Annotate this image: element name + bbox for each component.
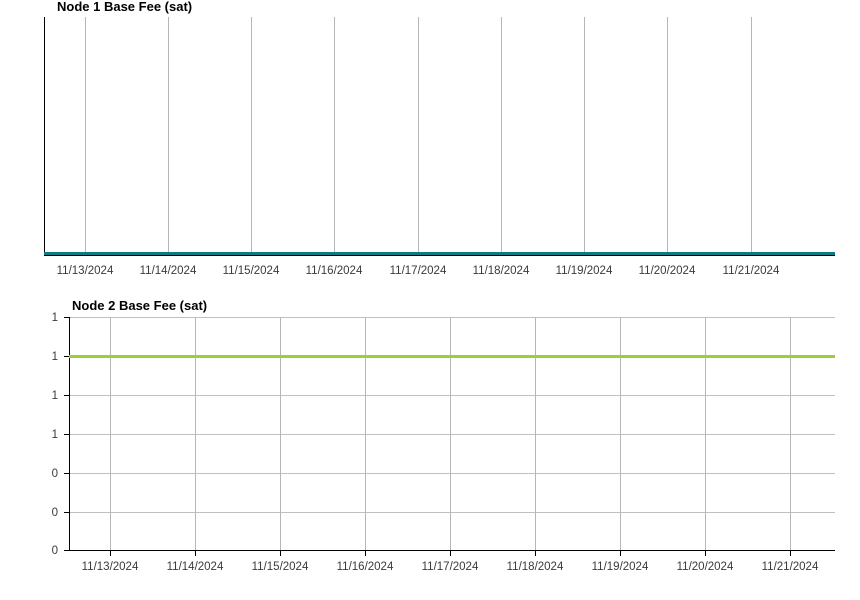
x-tick-label: 11/13/2024 xyxy=(57,265,114,277)
y-tick-label: 1 xyxy=(52,351,58,363)
x-tick-label: 11/13/2024 xyxy=(82,561,139,573)
x-tick-label: 11/16/2024 xyxy=(337,561,394,573)
x-tick-label: 11/19/2024 xyxy=(556,265,613,277)
y-tick-label: 1 xyxy=(52,390,58,402)
y-tick-label: 0 xyxy=(52,545,58,557)
chart-title-node1: Node 1 Base Fee (sat) xyxy=(57,0,193,14)
x-tick-marks-node2 xyxy=(109,550,792,556)
x-tick-label: 11/15/2024 xyxy=(223,265,280,277)
x-tick-label: 11/18/2024 xyxy=(507,561,564,573)
x-tick-label: 11/18/2024 xyxy=(473,265,530,277)
y-tick-label: 0 xyxy=(52,468,58,480)
x-tick-label: 11/21/2024 xyxy=(762,561,819,573)
y-tick-marks-node2 xyxy=(64,316,70,552)
x-tick-label: 11/16/2024 xyxy=(306,265,363,277)
x-tick-label: 11/17/2024 xyxy=(390,265,447,277)
gridlines-vertical-node1 xyxy=(85,17,752,254)
y-tick-label: 1 xyxy=(52,312,58,324)
x-tick-label: 11/15/2024 xyxy=(252,561,309,573)
x-tick-label: 11/19/2024 xyxy=(592,561,649,573)
y-tick-label: 0 xyxy=(52,507,58,519)
chart-panel-node2: Node 2 Base Fee (sat) xyxy=(0,295,860,595)
x-tick-label: 11/21/2024 xyxy=(723,265,780,277)
x-tick-label: 11/14/2024 xyxy=(140,265,197,277)
gridlines-vertical-node2 xyxy=(110,317,791,550)
x-tick-label: 11/20/2024 xyxy=(677,561,734,573)
y-tick-label: 1 xyxy=(52,429,58,441)
y-tick-labels-node2: 1 1 1 1 0 0 0 xyxy=(52,312,58,557)
chart-plot-node1: 11/13/2024 11/14/2024 11/15/2024 11/16/2… xyxy=(43,17,835,277)
x-tick-label: 11/20/2024 xyxy=(639,265,696,277)
chart-panel-node1: Node 1 Base Fee (sat) 11/13/2024 11/14/2… xyxy=(0,0,860,290)
x-tick-label: 11/14/2024 xyxy=(167,561,224,573)
x-tick-label: 11/17/2024 xyxy=(422,561,479,573)
x-tick-labels-node2: 11/13/2024 11/14/2024 11/15/2024 11/16/2… xyxy=(82,561,819,573)
gridlines-horizontal-node2 xyxy=(69,317,835,513)
x-tick-labels-node1: 11/13/2024 11/14/2024 11/15/2024 11/16/2… xyxy=(57,265,780,277)
chart-plot-node2: 1 1 1 1 0 0 0 11/13/2024 11/14/2024 11/1… xyxy=(52,312,835,573)
chart-title-node2: Node 2 Base Fee (sat) xyxy=(72,298,208,313)
